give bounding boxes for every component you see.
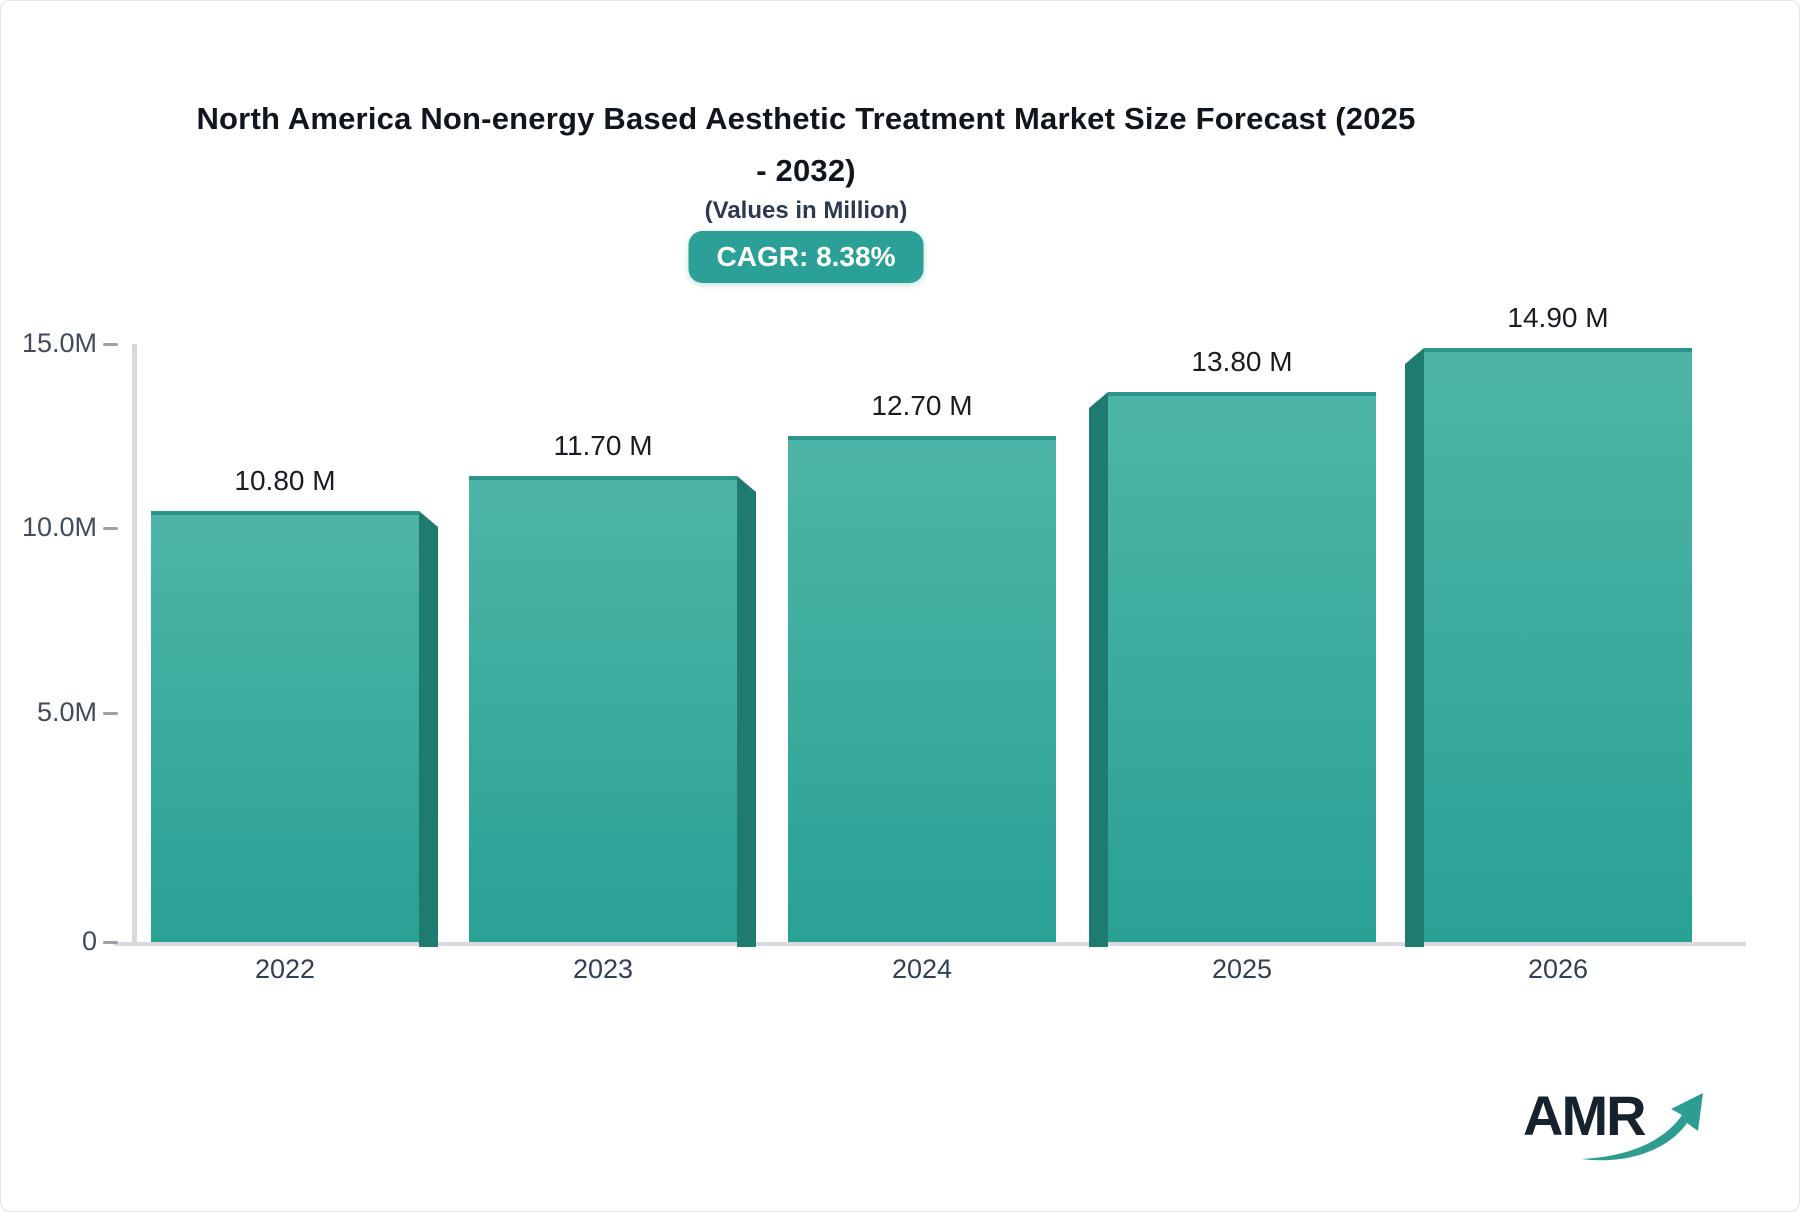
bar-value-label: 12.70 M (871, 390, 973, 421)
bar-side-2026 (1405, 348, 1424, 947)
x-axis-label-2022: 2022 (254, 954, 316, 984)
bar-value-label: 13.80 M (1191, 346, 1293, 377)
amr-logo: AMR (1523, 1083, 1713, 1167)
y-tick-label: 15.0M (21, 328, 97, 358)
x-axis-label-2026: 2026 (1527, 954, 1589, 984)
y-tick-dash (103, 343, 118, 346)
bar-side-2022 (419, 511, 438, 947)
x-axis-label-2023: 2023 (572, 954, 634, 984)
bar-2026[interactable] (1424, 348, 1692, 942)
trending-up-arrow-icon (1581, 1093, 1703, 1161)
chart-subtitle: (Values in Million) (704, 197, 908, 224)
amr-logo-text: AMR (1523, 1084, 1647, 1147)
chart-title: North America Non-energy Based Aesthetic… (76, 93, 1536, 197)
cagr-badge: CAGR: 8.38% (688, 231, 924, 283)
bar-value-label: 14.90 M (1507, 302, 1609, 333)
bar-value-label: 11.70 M (553, 430, 653, 461)
y-tick-dash (103, 941, 118, 944)
x-axis-label-2024: 2024 (891, 954, 953, 984)
x-axis-label-2025: 2025 (1211, 954, 1273, 984)
bar-2025[interactable] (1108, 392, 1376, 942)
bar-2023[interactable] (469, 476, 737, 942)
bar-value-label: 10.80 M (234, 465, 336, 496)
chart-title-line1: North America Non-energy Based Aesthetic… (196, 101, 1416, 136)
y-tick-dash (103, 712, 118, 715)
bar-2022[interactable] (151, 511, 419, 942)
y-tick-label: 0 (81, 926, 97, 956)
x-axis-line (114, 942, 1746, 946)
y-tick-dash (103, 527, 118, 530)
bar-side-2025 (1089, 392, 1108, 947)
chart-title-line2: - 2032) (756, 153, 856, 188)
y-tick-label: 5.0M (36, 697, 97, 727)
y-axis-line (132, 344, 137, 946)
bar-side-2023 (737, 476, 756, 947)
bar-2024[interactable] (788, 436, 1056, 942)
y-tick-label: 10.0M (21, 512, 97, 542)
